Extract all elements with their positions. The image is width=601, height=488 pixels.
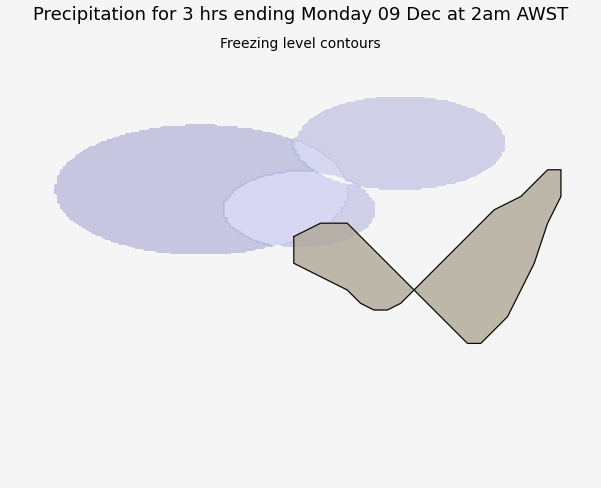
Polygon shape [294, 170, 561, 344]
Text: Precipitation for 3 hrs ending Monday 09 Dec at 2am AWST: Precipitation for 3 hrs ending Monday 09… [33, 6, 568, 23]
Text: Freezing level contours: Freezing level contours [220, 37, 381, 51]
